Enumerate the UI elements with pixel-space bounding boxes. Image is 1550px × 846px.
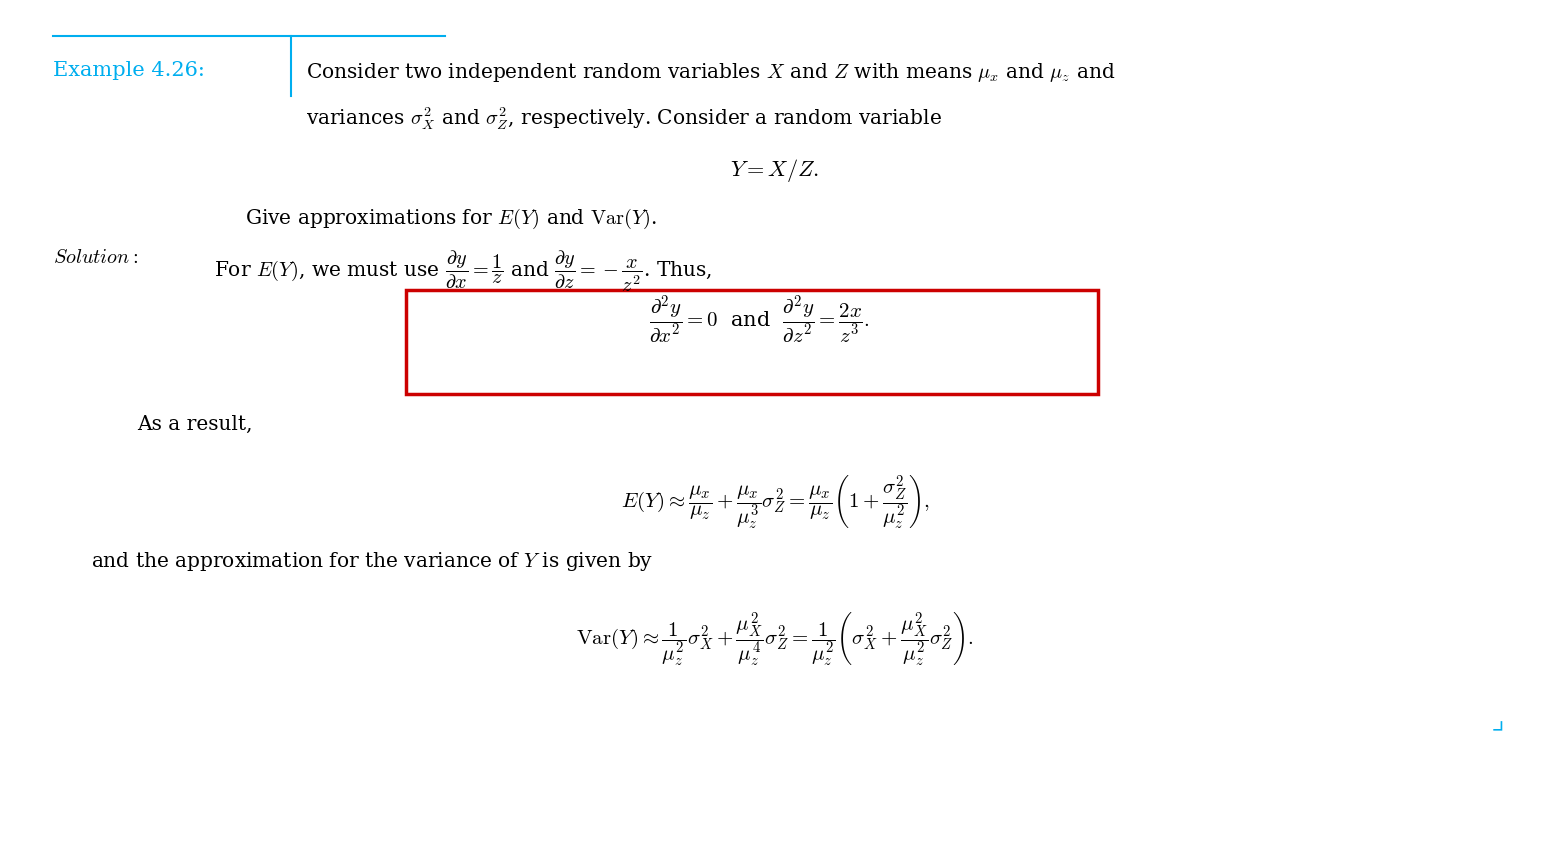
Text: Consider two independent random variables $X$ and $Z$ with means $\mu_x$ and $\m: Consider two independent random variable… <box>307 61 1116 84</box>
Text: As a result,: As a result, <box>138 415 253 434</box>
Text: $\boldsymbol{\mathit{Solution:}}$: $\boldsymbol{\mathit{Solution:}}$ <box>53 248 138 267</box>
Text: $\mathrm{Var}(Y) \approx \dfrac{1}{\mu_z^2}\sigma_X^2 + \dfrac{\mu_X^2}{\mu_z^4}: $\mathrm{Var}(Y) \approx \dfrac{1}{\mu_z… <box>577 610 973 669</box>
FancyBboxPatch shape <box>406 290 1097 394</box>
Text: Example 4.26:: Example 4.26: <box>53 61 205 80</box>
Text: $E(Y) \approx \dfrac{\mu_x}{\mu_z} + \dfrac{\mu_x}{\mu_z^3}\sigma_Z^2 = \dfrac{\: $E(Y) \approx \dfrac{\mu_x}{\mu_z} + \df… <box>620 473 930 531</box>
Text: Give approximations for $E(Y)$ and $\mathrm{Var}(Y)$.: Give approximations for $E(Y)$ and $\mat… <box>245 206 657 231</box>
Text: and the approximation for the variance of $Y$ is given by: and the approximation for the variance o… <box>91 550 654 574</box>
Text: $\lrcorner$: $\lrcorner$ <box>1491 710 1504 733</box>
Text: For $E(Y)$, we must use $\dfrac{\partial y}{\partial x} = \dfrac{1}{z}$ and $\df: For $E(Y)$, we must use $\dfrac{\partial… <box>214 248 713 294</box>
Text: $Y = X/Z.$: $Y = X/Z.$ <box>730 157 820 184</box>
Text: $\dfrac{\partial^2 y}{\partial x^2} = 0$  and  $\dfrac{\partial^2 y}{\partial z^: $\dfrac{\partial^2 y}{\partial x^2} = 0$… <box>649 294 870 347</box>
Text: variances $\sigma^2_X$ and $\sigma^2_Z$, respectively. Consider a random variabl: variances $\sigma^2_X$ and $\sigma^2_Z$,… <box>307 105 942 132</box>
